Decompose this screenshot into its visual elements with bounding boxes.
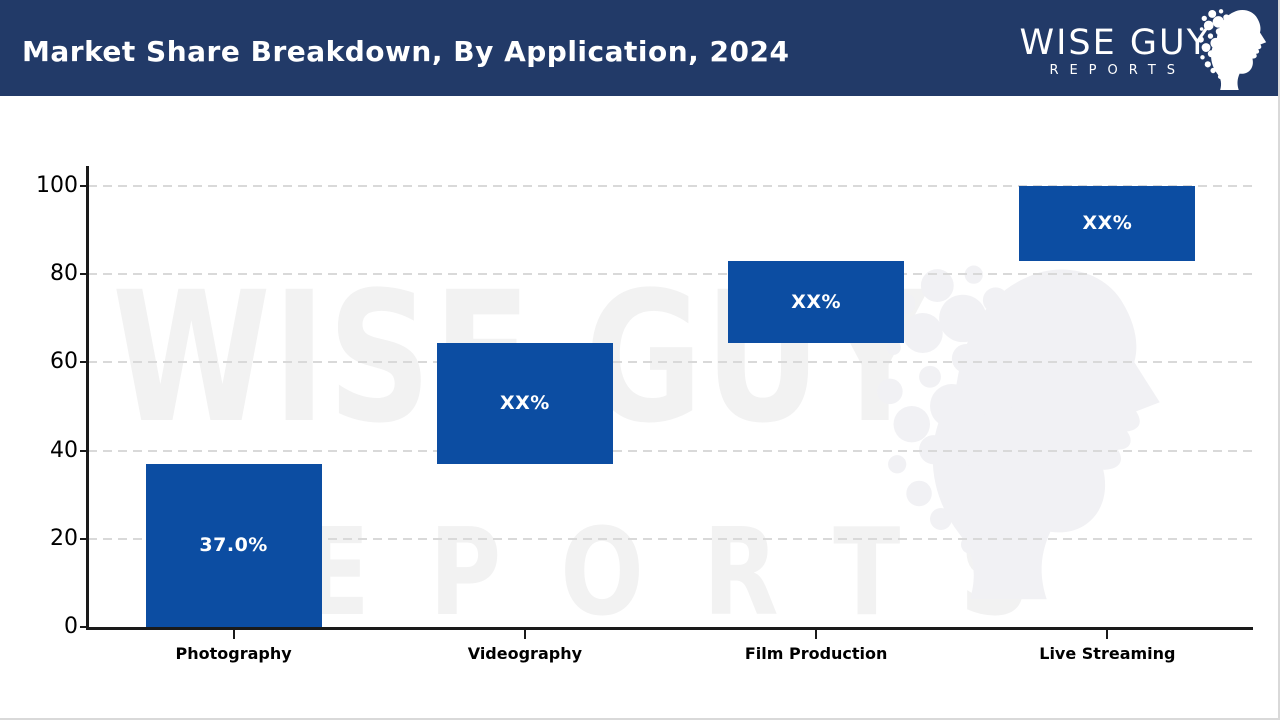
brand-logo-text: WISE GUY REPORTS	[1019, 25, 1210, 78]
report-header: Market Share Breakdown, By Application, …	[0, 0, 1280, 96]
x-tick-film-production	[815, 629, 818, 639]
bar-live-streaming: XX%	[1019, 186, 1196, 261]
y-tick-60	[80, 361, 88, 364]
y-tick-label-0: 0	[64, 614, 78, 639]
chart-area: WISE GUY REPORTS 0 20 40 60 80 100 37.0% XX% XX%…	[0, 96, 1280, 718]
brand-head-icon	[1197, 9, 1267, 90]
gridline-20	[88, 537, 1253, 540]
brand-logo-line1: WISE GUY	[1019, 22, 1210, 63]
bar-film-production: XX%	[728, 260, 905, 343]
x-tick-videography	[523, 629, 526, 639]
x-tick-live-streaming	[1106, 629, 1109, 639]
gridline-80	[88, 273, 1253, 276]
y-tick-label-100: 100	[36, 173, 78, 198]
y-tick-0	[80, 626, 88, 628]
y-tick-40	[80, 449, 88, 452]
y-tick-label-20: 20	[50, 525, 78, 551]
x-tick-photography	[232, 629, 235, 639]
bar-value-label-film-production: XX%	[791, 290, 842, 313]
x-axis-label-live-streaming: Live Streaming	[1039, 644, 1176, 663]
brand-logo: WISE GUY REPORTS	[1019, 4, 1272, 92]
page-title: Market Share Breakdown, By Application, …	[22, 34, 790, 68]
x-axis	[86, 627, 1253, 630]
y-tick-label-80: 80	[50, 261, 78, 287]
bar-videography: XX%	[436, 342, 613, 464]
bar-value-label-videography: XX%	[499, 392, 550, 415]
bar-value-label-photography: 37.0%	[199, 534, 268, 557]
gridline-60	[88, 361, 1253, 364]
y-tick-100	[80, 185, 88, 187]
y-tick-20	[80, 537, 88, 540]
gridline-40	[88, 449, 1253, 452]
watermark-head-icon	[877, 265, 1160, 600]
y-tick-label-40: 40	[50, 437, 78, 463]
y-tick-label-60: 60	[50, 349, 78, 375]
x-axis-label-photography: Photography	[175, 644, 292, 663]
gridline-100	[88, 185, 1253, 187]
x-axis-label-film-production: Film Production	[744, 644, 888, 663]
bar-value-label-live-streaming: XX%	[1082, 212, 1133, 235]
y-axis	[86, 166, 89, 630]
bar-photography: 37.0%	[145, 463, 322, 627]
x-axis-label-videography: Videography	[467, 644, 583, 663]
y-tick-80	[80, 273, 88, 276]
brand-logo-line2: REPORTS	[1049, 62, 1187, 78]
